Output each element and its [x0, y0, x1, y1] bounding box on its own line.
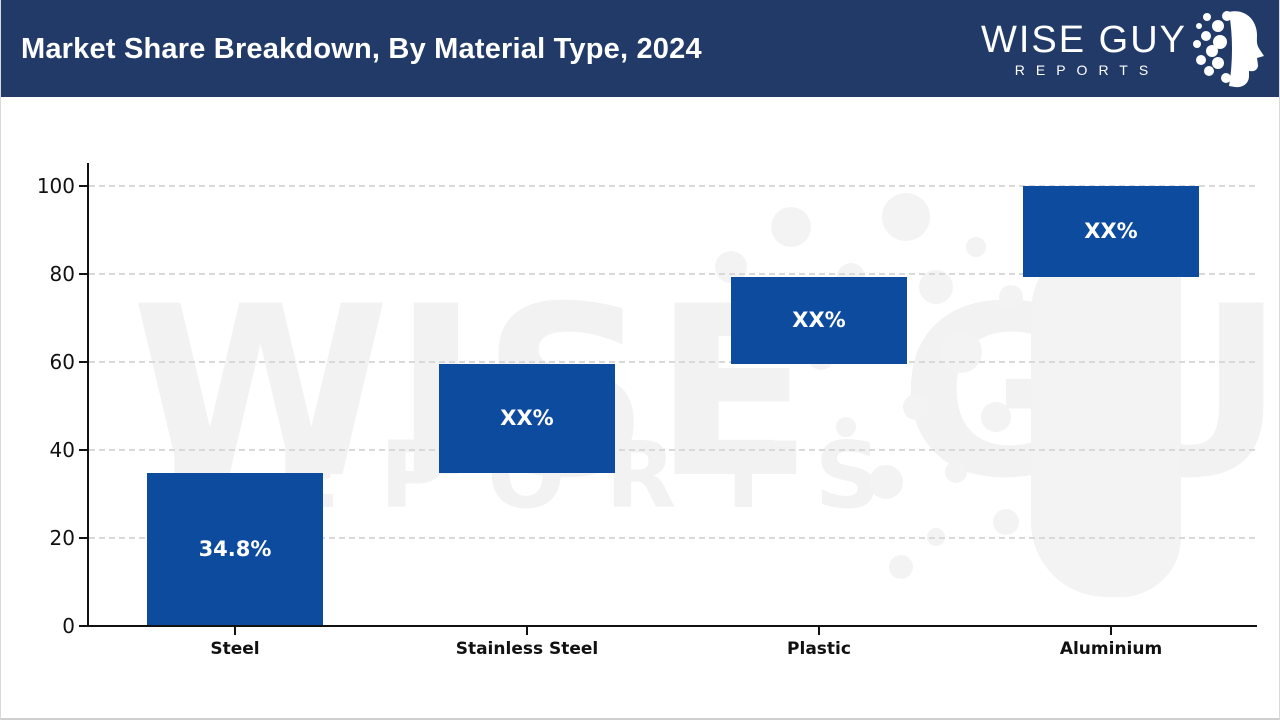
gridline-80 [89, 273, 1255, 275]
watermark-dot [903, 394, 929, 420]
bar-aluminium: XX% [1023, 186, 1199, 277]
x-tick-0 [234, 627, 236, 635]
watermark-dot [882, 193, 930, 241]
y-tick-label-60: 60 [49, 350, 75, 374]
x-category-label: Stainless Steel [455, 639, 599, 659]
bar-value-label: XX% [792, 308, 846, 333]
watermark-dot [999, 285, 1023, 309]
x-tick-1 [526, 627, 528, 635]
watermark-dot [981, 402, 1011, 432]
watermark-dot [945, 461, 967, 483]
y-tick-label-80: 80 [49, 262, 75, 286]
watermark-dot [836, 417, 856, 437]
x-category-label: Plastic [787, 639, 851, 659]
watermark-dot [771, 207, 811, 247]
bar-value-label: 34.8% [198, 537, 272, 562]
watermark-dot [993, 509, 1019, 535]
logo: WISE GUY REPORTS [981, 8, 1265, 90]
chart-area: WISE GUY REPORTS 34.8%XX%XX%XX% 02040608… [1, 97, 1280, 718]
bar-value-label: XX% [500, 406, 554, 431]
logo-brand-name: WISE GUY [980, 18, 1187, 61]
bar-value-label: XX% [1084, 219, 1138, 244]
watermark-dot [889, 555, 913, 579]
y-tick-80 [79, 273, 87, 275]
logo-text: WISE GUY REPORTS [981, 21, 1187, 78]
gridline-100 [89, 185, 1255, 187]
watermark-dot [919, 270, 953, 304]
watermark-dot [966, 237, 986, 257]
y-tick-0 [79, 625, 87, 627]
x-category-label: Steel [210, 639, 260, 659]
y-tick-label-40: 40 [49, 438, 75, 462]
y-tick-20 [79, 537, 87, 539]
bar-steel: 34.8% [147, 472, 323, 626]
gridline-20 [89, 537, 1255, 539]
x-axis-line [87, 625, 1257, 627]
x-category-label: Aluminium [1059, 639, 1163, 659]
watermark-dot [869, 465, 903, 499]
watermark-dot [940, 331, 982, 373]
gridline-60 [89, 361, 1255, 363]
x-tick-2 [818, 627, 820, 635]
y-tick-100 [79, 185, 87, 187]
page-title: Market Share Breakdown, By Material Type… [21, 33, 702, 65]
y-tick-60 [79, 361, 87, 363]
header: Market Share Breakdown, By Material Type… [1, 0, 1279, 97]
y-tick-label-100: 100 [36, 174, 75, 198]
logo-brand-subtitle: REPORTS [1014, 61, 1160, 78]
y-tick-label-20: 20 [49, 526, 75, 550]
y-tick-40 [79, 449, 87, 451]
gridline-40 [89, 449, 1255, 451]
bar-plastic: XX% [731, 276, 907, 364]
y-tick-label-0: 0 [62, 614, 75, 638]
x-tick-3 [1110, 627, 1112, 635]
y-axis-line [87, 163, 89, 627]
bar-stainless-steel: XX% [439, 363, 615, 473]
logo-face-icon [1193, 11, 1264, 88]
watermark-face-blob [1031, 237, 1181, 597]
